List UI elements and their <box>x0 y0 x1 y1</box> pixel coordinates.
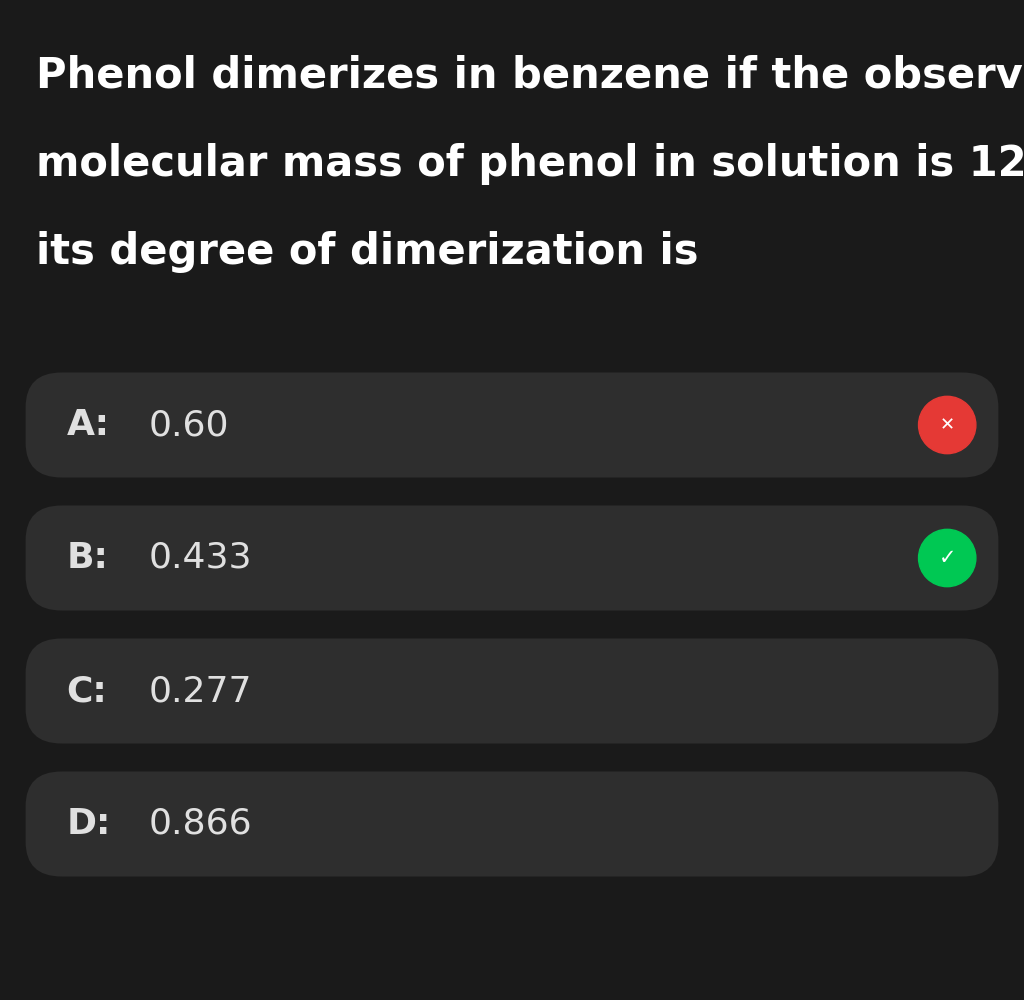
Text: 0.60: 0.60 <box>148 408 229 442</box>
Text: B:: B: <box>67 541 109 575</box>
Text: ✓: ✓ <box>938 548 956 568</box>
Text: molecular mass of phenol in solution is 120,: molecular mass of phenol in solution is … <box>36 143 1024 185</box>
Ellipse shape <box>919 396 976 454</box>
FancyBboxPatch shape <box>26 372 998 478</box>
Text: C:: C: <box>67 674 108 708</box>
Text: A:: A: <box>67 408 110 442</box>
Text: ✕: ✕ <box>940 416 954 434</box>
Text: 0.866: 0.866 <box>148 807 252 841</box>
FancyBboxPatch shape <box>26 639 998 744</box>
Text: its degree of dimerization is: its degree of dimerization is <box>36 231 698 273</box>
Text: 0.277: 0.277 <box>148 674 252 708</box>
FancyBboxPatch shape <box>26 506 998 610</box>
Text: D:: D: <box>67 807 111 841</box>
Text: 0.433: 0.433 <box>148 541 252 575</box>
Ellipse shape <box>919 529 976 587</box>
FancyBboxPatch shape <box>26 772 998 876</box>
Text: Phenol dimerizes in benzene if the observed: Phenol dimerizes in benzene if the obser… <box>36 55 1024 97</box>
